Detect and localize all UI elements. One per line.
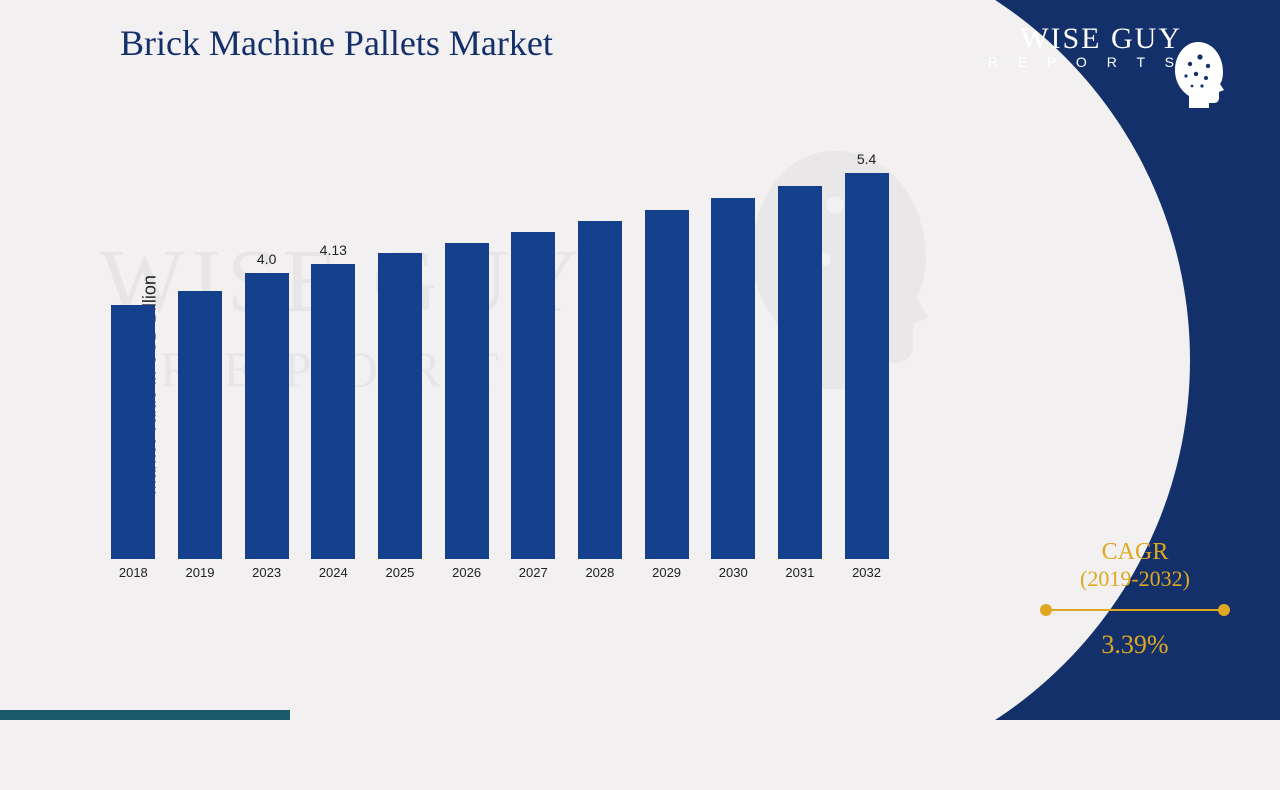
bar-group: 2027 — [504, 210, 562, 580]
logo-line2: R E P O R T S — [988, 54, 1182, 70]
bar-group: 2025 — [371, 231, 429, 580]
bar — [645, 210, 689, 559]
bar-x-label: 2028 — [585, 565, 614, 580]
bar — [845, 173, 889, 559]
bar-group: 4.13 2024 — [304, 242, 362, 580]
bar-x-label: 2029 — [652, 565, 681, 580]
bar-group: 2018 — [104, 283, 162, 580]
bar — [378, 253, 422, 559]
bar — [578, 221, 622, 559]
bar-x-label: 2025 — [385, 565, 414, 580]
chart-title: Brick Machine Pallets Market — [120, 22, 553, 64]
bar-value-label: 4.0 — [257, 251, 276, 269]
logo-line1: WISE GUY — [988, 22, 1182, 56]
cagr-period: (2019-2032) — [1040, 566, 1230, 592]
bar-x-label: 2030 — [719, 565, 748, 580]
cagr-title: CAGR — [1040, 539, 1230, 566]
bar — [778, 186, 822, 559]
bar-group: 2019 — [171, 269, 229, 580]
bar — [445, 243, 489, 559]
bar-group: 5.4 2032 — [838, 151, 896, 580]
bar-group: 4.0 2023 — [238, 251, 296, 580]
cagr-box: CAGR (2019-2032) 3.39% — [1040, 539, 1230, 660]
bar-x-label: 2018 — [119, 565, 148, 580]
bar-value-label: 5.4 — [857, 151, 876, 169]
cagr-divider — [1040, 604, 1230, 616]
brand-logo: WISE GUY R E P O R T S — [988, 22, 1240, 70]
bar-value-label: 4.13 — [320, 242, 347, 260]
cagr-value: 3.39% — [1040, 630, 1230, 660]
bottom-accent-bar — [0, 710, 290, 720]
bar-chart: Market Value in USD Billion 201820194.02… — [60, 160, 900, 610]
bar-x-label: 2027 — [519, 565, 548, 580]
bar-x-label: 2031 — [785, 565, 814, 580]
bar-x-label: 2019 — [186, 565, 215, 580]
bar — [311, 264, 355, 559]
bar — [178, 291, 222, 559]
bar-group: 2031 — [771, 164, 829, 580]
bar-group: 2028 — [571, 199, 629, 580]
bar-x-label: 2024 — [319, 565, 348, 580]
bar-x-label: 2032 — [852, 565, 881, 580]
bar — [711, 198, 755, 559]
bar-x-label: 2023 — [252, 565, 281, 580]
logo-head-icon — [1168, 40, 1228, 110]
bar — [111, 305, 155, 559]
bar-group: 2026 — [438, 221, 496, 580]
bar — [245, 273, 289, 559]
bar-x-label: 2026 — [452, 565, 481, 580]
bar-group: 2030 — [704, 176, 762, 580]
bar-group: 2029 — [638, 188, 696, 580]
bars-container: 2018 2019 4.0 2023 4.13 2024 2025 2026 2027 2028 2… — [100, 180, 900, 580]
bar — [511, 232, 555, 559]
